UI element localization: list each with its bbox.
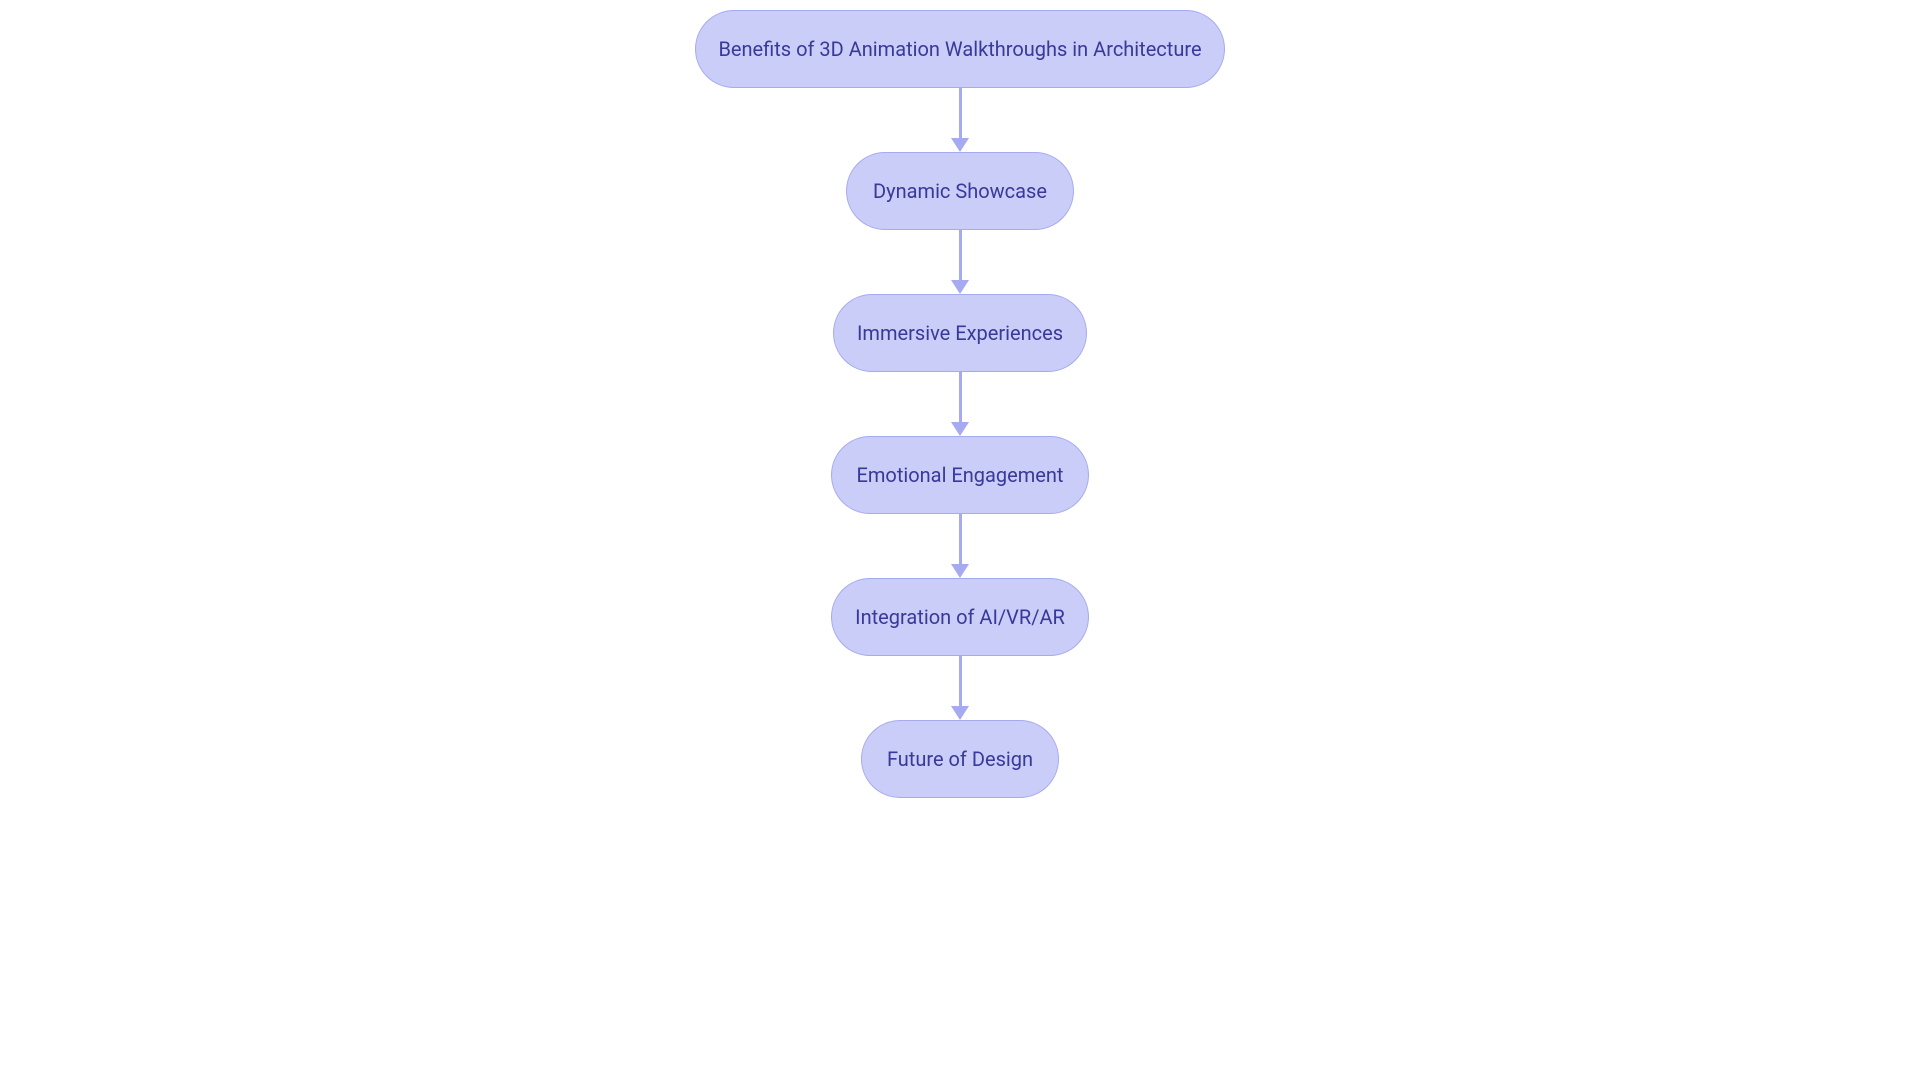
flowchart-node: Benefits of 3D Animation Walkthroughs in…: [695, 10, 1225, 88]
flowchart-node: Future of Design: [861, 720, 1059, 798]
flowchart-node: Emotional Engagement: [831, 436, 1089, 514]
node-label: Emotional Engagement: [857, 463, 1064, 487]
flowchart-container: Benefits of 3D Animation Walkthroughs in…: [695, 0, 1225, 798]
flowchart-node: Immersive Experiences: [833, 294, 1087, 372]
arrow-head: [951, 706, 969, 720]
arrow-shaft: [959, 372, 962, 422]
arrow-shaft: [959, 514, 962, 564]
arrow-head: [951, 422, 969, 436]
node-label: Integration of AI/VR/AR: [855, 605, 1065, 629]
flowchart-node: Dynamic Showcase: [846, 152, 1074, 230]
arrow-head: [951, 138, 969, 152]
arrow-down-icon: [951, 88, 969, 152]
arrow-head: [951, 280, 969, 294]
arrow-down-icon: [951, 514, 969, 578]
arrow-shaft: [959, 656, 962, 706]
arrow-down-icon: [951, 372, 969, 436]
arrow-shaft: [959, 230, 962, 280]
node-label: Immersive Experiences: [857, 321, 1063, 345]
arrow-shaft: [959, 88, 962, 138]
flowchart-node: Integration of AI/VR/AR: [831, 578, 1089, 656]
node-label: Future of Design: [887, 747, 1033, 771]
arrow-head: [951, 564, 969, 578]
arrow-down-icon: [951, 656, 969, 720]
node-label: Benefits of 3D Animation Walkthroughs in…: [718, 37, 1201, 61]
node-label: Dynamic Showcase: [873, 179, 1047, 203]
arrow-down-icon: [951, 230, 969, 294]
